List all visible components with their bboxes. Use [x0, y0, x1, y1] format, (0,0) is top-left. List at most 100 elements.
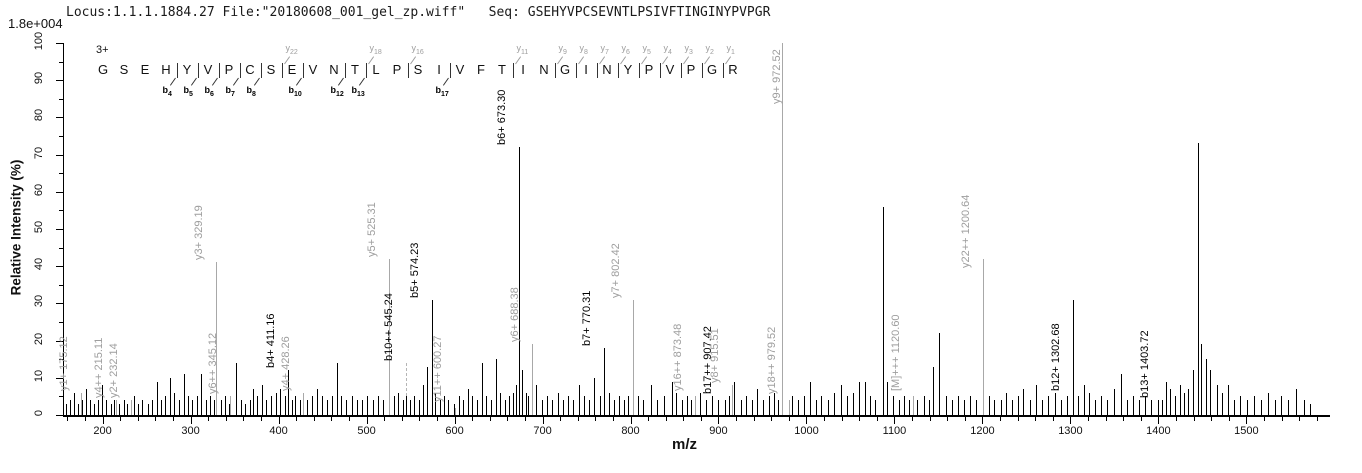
peak [427, 366, 429, 415]
peak [970, 396, 972, 415]
peak [751, 400, 753, 415]
fragment-peak [230, 396, 232, 415]
b-ion-label: b6 [204, 85, 214, 98]
fragment-peak [782, 43, 784, 415]
peak [414, 396, 416, 415]
y-minor-tick [59, 247, 63, 249]
peak [151, 400, 153, 415]
peak [957, 396, 959, 415]
y-tick-label: 0 [33, 409, 45, 417]
y-major-tick [56, 191, 63, 193]
peak [160, 400, 162, 415]
peak [583, 396, 585, 415]
peak [467, 388, 469, 415]
peak [717, 400, 719, 415]
x-minor-tick [964, 417, 966, 421]
peak [1000, 400, 1002, 415]
peak [336, 362, 338, 415]
peak [1169, 388, 1171, 415]
peak [763, 400, 765, 415]
peak [609, 392, 611, 415]
peak [439, 400, 441, 415]
peptide-residue: C [245, 62, 255, 77]
peak [1060, 400, 1062, 415]
cleavage-mark [407, 63, 409, 78]
x-minor-tick [929, 417, 931, 421]
peak [557, 392, 559, 415]
y-ion-label: y7 [600, 43, 609, 56]
peak [137, 403, 139, 415]
peak-label: y22++ 1200.64 [960, 194, 972, 268]
x-minor-tick [1105, 417, 1107, 421]
cleavage-mark [659, 63, 661, 78]
x-minor-tick [824, 417, 826, 421]
peak [917, 400, 919, 415]
peak [1247, 400, 1249, 415]
x-minor-tick [137, 417, 139, 421]
peak-label: y6++ 345.12 [207, 333, 220, 395]
peak [681, 400, 683, 415]
y-ion-label: y8 [579, 43, 588, 56]
x-minor-tick [683, 417, 685, 421]
x-major-tick [630, 417, 632, 424]
peak [546, 396, 548, 415]
x-minor-tick [331, 417, 333, 421]
fragment-peak [388, 258, 390, 415]
peak-label: b12+ 1302.68 [1049, 323, 1062, 391]
peak [1216, 385, 1218, 415]
peak [686, 396, 688, 415]
x-minor-tick [612, 417, 614, 421]
y-ion-label: y2 [705, 43, 714, 56]
x-minor-tick [67, 417, 69, 421]
peak [729, 396, 731, 415]
y-major-tick [56, 43, 63, 44]
peak [904, 396, 906, 415]
fragment-peak [604, 348, 606, 415]
peak-label: y9+ 972.52 [771, 49, 784, 105]
cleavage-mark [449, 63, 451, 78]
x-minor-tick [296, 417, 298, 421]
x-minor-tick [577, 417, 579, 421]
peptide-residue: F [477, 62, 485, 77]
peak [887, 381, 889, 415]
y-tick-label: 20 [33, 332, 45, 345]
peak [1303, 400, 1305, 415]
peak [362, 400, 364, 415]
x-minor-tick [1140, 417, 1142, 421]
x-major-tick [894, 417, 896, 424]
peak [393, 396, 395, 415]
cleavage-mark [638, 63, 640, 78]
peak [1200, 344, 1202, 415]
peak [504, 400, 506, 415]
peak [1139, 400, 1141, 415]
peak [134, 396, 136, 415]
y-tick-label: 50 [33, 220, 45, 234]
peak [1254, 396, 1256, 415]
peak [898, 400, 900, 415]
x-minor-tick [472, 417, 474, 421]
peptide-residue: N [602, 62, 612, 77]
y-major-tick [56, 340, 63, 342]
peak [1175, 396, 1177, 415]
peak-label: y16++ 873.48 [672, 323, 685, 391]
peak [1006, 392, 1008, 415]
x-minor-tick [1316, 417, 1318, 421]
peak [341, 396, 342, 415]
peak [458, 396, 460, 415]
peak [1157, 400, 1159, 415]
y-axis-line [63, 43, 64, 415]
cleavage-mark [701, 63, 703, 78]
x-major-tick [542, 417, 544, 424]
y-ion-label: y16 [411, 43, 424, 56]
x-minor-tick [1281, 417, 1283, 421]
x-major-tick [366, 417, 368, 424]
peptide-residue: G [706, 62, 718, 77]
peak [792, 396, 794, 415]
peak [245, 403, 247, 415]
y-major-tick [56, 266, 63, 268]
fragment-peak [454, 407, 456, 415]
y-major-tick [56, 80, 63, 82]
x-tick-label: 1200 [970, 425, 995, 437]
peak [1309, 403, 1311, 415]
peak [235, 362, 237, 415]
